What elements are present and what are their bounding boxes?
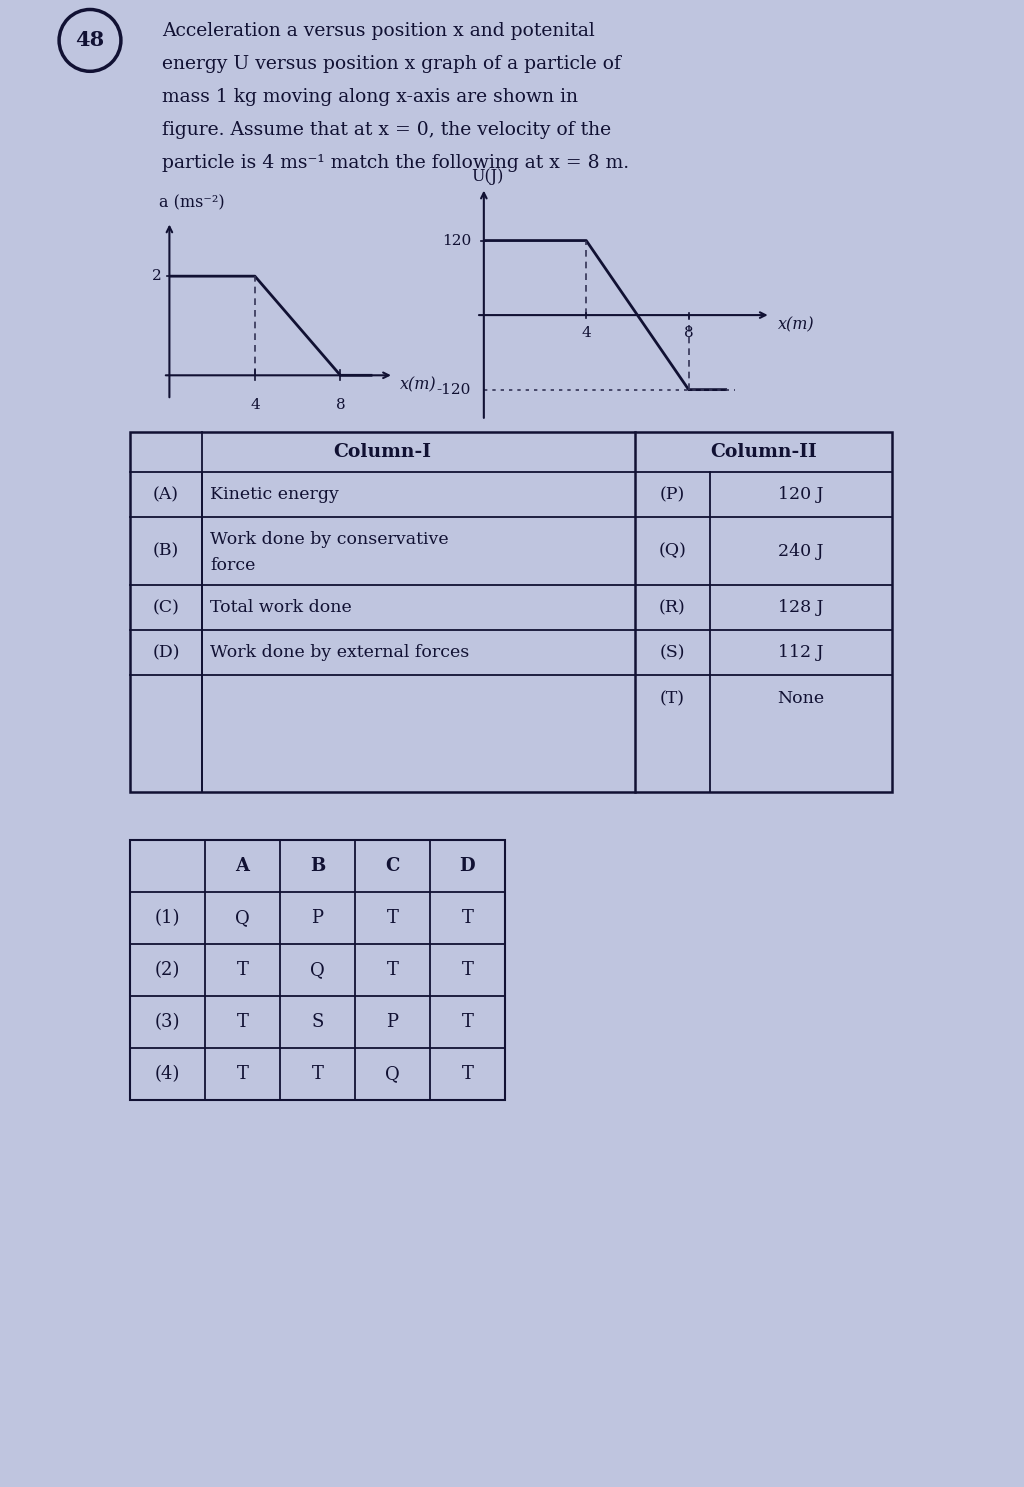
Text: D: D <box>460 857 475 874</box>
Text: T: T <box>462 961 473 978</box>
Text: 48: 48 <box>76 30 104 51</box>
Text: 2: 2 <box>153 269 162 283</box>
Text: (C): (C) <box>153 599 179 616</box>
Text: P: P <box>386 1013 398 1030</box>
Text: Q: Q <box>310 961 325 978</box>
Text: -120: -120 <box>436 382 471 397</box>
Text: (R): (R) <box>659 599 686 616</box>
Text: 8: 8 <box>336 397 345 412</box>
Text: x(m): x(m) <box>778 315 815 333</box>
Text: P: P <box>311 909 324 926</box>
Text: (D): (D) <box>153 644 180 662</box>
Text: T: T <box>387 909 398 926</box>
Text: (B): (B) <box>153 543 179 559</box>
Text: 240 J: 240 J <box>778 543 823 559</box>
Text: 128 J: 128 J <box>778 599 823 616</box>
Text: a (ms⁻²): a (ms⁻²) <box>159 195 224 211</box>
Text: (T): (T) <box>660 690 685 706</box>
Text: force: force <box>210 558 256 574</box>
Text: T: T <box>311 1065 324 1083</box>
Text: 4: 4 <box>582 326 591 341</box>
Text: 120: 120 <box>441 233 471 247</box>
Text: S: S <box>311 1013 324 1030</box>
Text: B: B <box>310 857 326 874</box>
Text: None: None <box>777 690 824 706</box>
Text: Q: Q <box>385 1065 400 1083</box>
Text: 4: 4 <box>250 397 260 412</box>
Text: T: T <box>237 1013 249 1030</box>
Text: Kinetic energy: Kinetic energy <box>210 486 339 503</box>
Text: x(m): x(m) <box>400 376 437 394</box>
Text: T: T <box>237 1065 249 1083</box>
Text: 120 J: 120 J <box>778 486 823 503</box>
Text: particle is 4 ms⁻¹ match the following at x = 8 m.: particle is 4 ms⁻¹ match the following a… <box>162 155 629 172</box>
Text: (3): (3) <box>155 1013 180 1030</box>
Text: figure. Assume that at x = 0, the velocity of the: figure. Assume that at x = 0, the veloci… <box>162 120 611 138</box>
Text: T: T <box>462 1013 473 1030</box>
Text: Acceleration a versus position x and potenital: Acceleration a versus position x and pot… <box>162 22 595 40</box>
Text: mass 1 kg moving along x-axis are shown in: mass 1 kg moving along x-axis are shown … <box>162 88 578 106</box>
Text: (1): (1) <box>155 909 180 926</box>
Text: Q: Q <box>236 909 250 926</box>
Text: U(J): U(J) <box>471 168 504 184</box>
Text: C: C <box>385 857 399 874</box>
Text: (S): (S) <box>659 644 685 662</box>
Text: 112 J: 112 J <box>778 644 823 662</box>
Text: 8: 8 <box>684 326 693 341</box>
Text: T: T <box>462 1065 473 1083</box>
Text: Work done by external forces: Work done by external forces <box>210 644 469 662</box>
Text: Total work done: Total work done <box>210 599 352 616</box>
Text: energy U versus position x graph of a particle of: energy U versus position x graph of a pa… <box>162 55 621 73</box>
Text: (Q): (Q) <box>658 543 686 559</box>
Text: A: A <box>236 857 250 874</box>
Text: Column-I: Column-I <box>334 443 431 461</box>
Text: T: T <box>462 909 473 926</box>
Text: T: T <box>387 961 398 978</box>
Text: (4): (4) <box>155 1065 180 1083</box>
Text: T: T <box>237 961 249 978</box>
Text: Column-II: Column-II <box>710 443 817 461</box>
Text: (A): (A) <box>153 486 179 503</box>
Text: (2): (2) <box>155 961 180 978</box>
Text: (P): (P) <box>659 486 685 503</box>
Text: Work done by conservative: Work done by conservative <box>210 531 449 547</box>
